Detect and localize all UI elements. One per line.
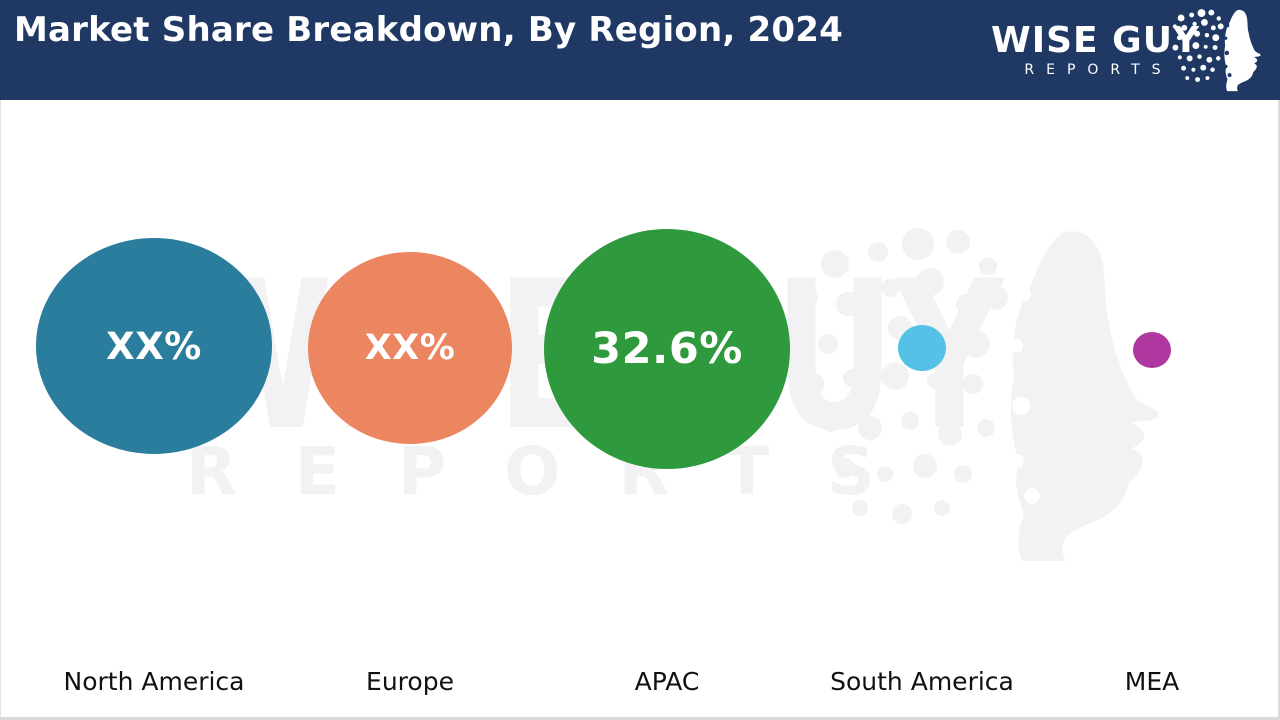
category-label-mea: MEA <box>1124 667 1180 696</box>
bubble-north-america: XX% <box>36 238 272 454</box>
bubble-value-europe: XX% <box>364 328 456 368</box>
bubble-value-north-america: XX% <box>106 324 202 368</box>
category-label-south-america: South America <box>830 667 1014 696</box>
bubble-mea <box>1133 332 1171 368</box>
watermark-head-icon <box>800 228 1159 562</box>
watermark-reports: REPORTS <box>186 433 933 510</box>
brand-name: WISE GUY <box>990 20 1200 62</box>
bubble-south-america <box>898 325 946 371</box>
category-label-north-america: North America <box>63 667 245 696</box>
brand-logo: WISE GUY REPORTS <box>991 6 1266 94</box>
header-bar: Market Share Breakdown, By Region, 2024 … <box>0 0 1280 100</box>
bubble-europe: XX% <box>308 252 512 444</box>
bubble-apac: 32.6% <box>544 229 790 469</box>
brand-head-icon <box>1172 9 1261 92</box>
brand-subtitle: REPORTS <box>1024 61 1173 78</box>
category-label-europe: Europe <box>366 667 454 696</box>
bubble-value-apac: 32.6% <box>591 324 743 374</box>
page-title: Market Share Breakdown, By Region, 2024 <box>14 10 843 50</box>
brand-text: WISE GUY REPORTS <box>991 22 1200 78</box>
category-label-apac: APAC <box>634 667 700 696</box>
